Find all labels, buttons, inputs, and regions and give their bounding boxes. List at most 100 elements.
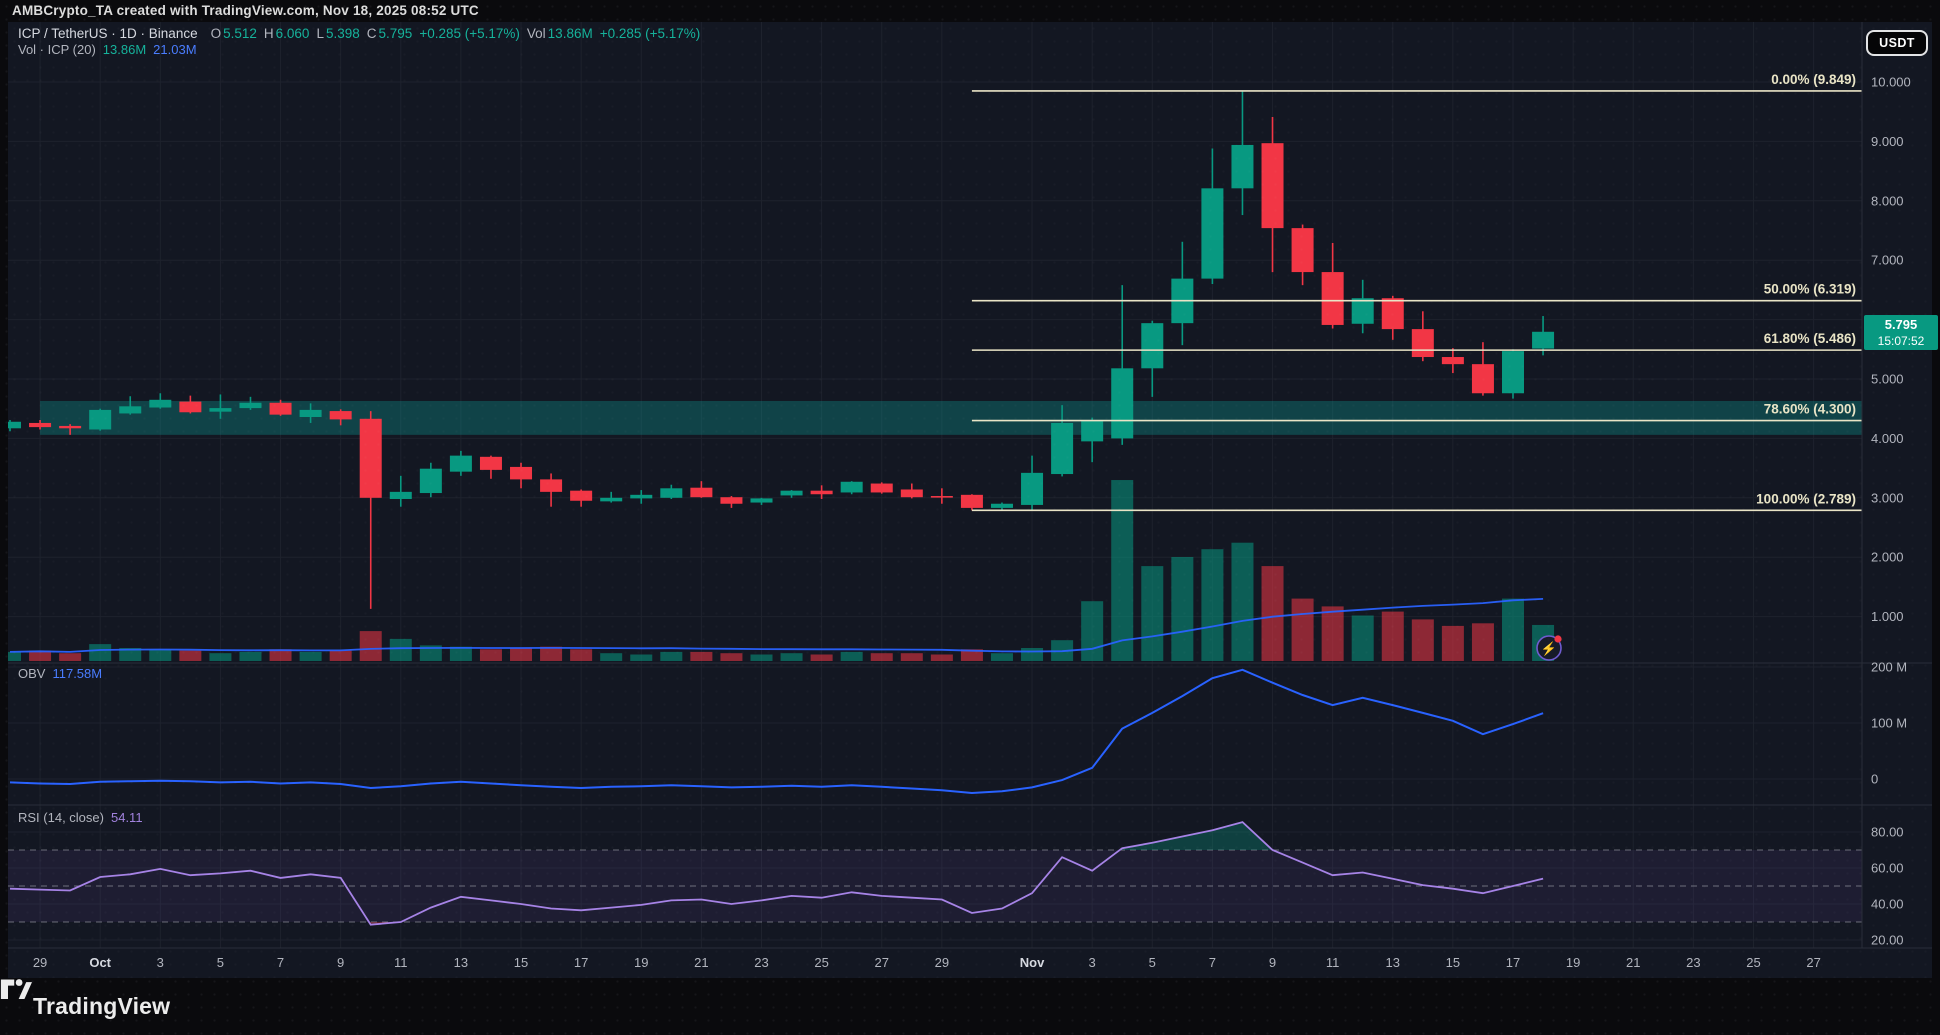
high-label: H — [263, 26, 274, 41]
candle — [1021, 472, 1044, 505]
svg-text:9: 9 — [1269, 955, 1276, 970]
svg-text:21: 21 — [694, 955, 708, 970]
volume-bar — [299, 651, 322, 661]
candle — [1201, 188, 1224, 279]
svg-text:27: 27 — [1806, 955, 1820, 970]
volume-bar — [1351, 615, 1374, 661]
candle — [840, 481, 863, 493]
volume-bar — [1441, 625, 1464, 661]
candle — [449, 455, 472, 472]
open-value: 5.512 — [223, 26, 257, 41]
volume-bar — [1381, 611, 1404, 661]
candle — [1261, 143, 1284, 229]
svg-text:29: 29 — [33, 955, 47, 970]
candle — [930, 496, 953, 498]
open-label: O — [210, 26, 222, 41]
rsi-legend[interactable]: RSI (14, close) 54.11 — [18, 810, 143, 825]
svg-text:61.80% (5.486): 61.80% (5.486) — [1764, 331, 1856, 346]
supply-zone — [40, 400, 1862, 435]
volume-bar — [1201, 549, 1224, 661]
svg-text:23: 23 — [1686, 955, 1700, 970]
obv-title: OBV — [18, 666, 46, 681]
svg-text:7.000: 7.000 — [1871, 253, 1904, 268]
svg-text:11: 11 — [1326, 955, 1340, 970]
candle — [1321, 272, 1344, 325]
rsi-overbought-fill — [1119, 822, 1273, 850]
svg-text:25: 25 — [1746, 955, 1760, 970]
high-value: 6.060 — [275, 26, 310, 41]
tradingview-logo-icon — [0, 979, 32, 999]
close-label: C — [366, 26, 377, 41]
volume-bar — [540, 646, 563, 661]
candle — [1231, 144, 1254, 189]
volume-bar — [780, 653, 803, 661]
svg-text:20.00: 20.00 — [1871, 933, 1904, 948]
low-value: 5.398 — [325, 26, 360, 41]
volume-label: Vol — [526, 26, 546, 41]
volume-change: +0.285 (+5.17%) — [599, 26, 701, 41]
volume-bar — [1021, 648, 1044, 661]
svg-text:3: 3 — [1089, 955, 1096, 970]
candle — [29, 422, 52, 428]
volume-bars — [8, 480, 1555, 661]
volume-bar — [389, 638, 412, 661]
svg-text:9.000: 9.000 — [1871, 134, 1904, 149]
volume-bar — [239, 651, 262, 661]
svg-text:5: 5 — [217, 955, 224, 970]
rsi-title: RSI (14, close) — [18, 810, 104, 825]
svg-text:23: 23 — [754, 955, 768, 970]
volume-bar — [179, 650, 202, 661]
candle — [690, 487, 713, 498]
svg-text:3.000: 3.000 — [1871, 490, 1904, 505]
volume-bar — [419, 645, 442, 661]
svg-text:7: 7 — [277, 955, 284, 970]
candle — [630, 494, 653, 499]
volume-bar — [750, 654, 773, 661]
svg-text:15: 15 — [1446, 955, 1460, 970]
volume-bar — [449, 646, 472, 661]
svg-text:13: 13 — [1386, 955, 1400, 970]
svg-text:25: 25 — [814, 955, 828, 970]
candle — [179, 401, 202, 413]
candle — [990, 503, 1013, 508]
candle — [359, 418, 382, 498]
candle — [209, 408, 232, 412]
svg-text:40.00: 40.00 — [1871, 897, 1904, 912]
volume-bar — [960, 649, 983, 661]
boost-lightning-icon[interactable]: ⚡ — [1536, 635, 1562, 661]
svg-text:78.60% (4.300): 78.60% (4.300) — [1764, 402, 1856, 417]
candle — [89, 409, 112, 430]
candle — [149, 399, 172, 408]
tradingview-logo[interactable]: TradingView — [0, 979, 170, 1020]
volume-ma-line — [9, 598, 1544, 653]
volume-bar — [1081, 601, 1104, 661]
svg-text:19: 19 — [634, 955, 648, 970]
svg-text:3: 3 — [157, 955, 164, 970]
pane-separators — [8, 22, 1932, 949]
chart-area: 0.00% (9.849) 50.00% (6.319) 61.80% (5.486… — [8, 22, 1932, 978]
watermark-attribution: AMBCrypto_TA created with TradingView.co… — [12, 3, 479, 18]
svg-text:Nov: Nov — [1020, 955, 1045, 970]
fib-retracement: 0.00% (9.849) 50.00% (6.319) 61.80% (5.486… — [971, 72, 1862, 512]
currency-toggle-usdt[interactable]: USDT — [1866, 30, 1928, 56]
candle — [1532, 331, 1555, 349]
volume-bar — [329, 650, 352, 661]
candle — [960, 494, 983, 508]
chart-canvas[interactable]: 0.00% (9.849) 50.00% (6.319) 61.80% (5.486… — [8, 22, 1932, 978]
svg-text:⚡: ⚡ — [1541, 641, 1557, 657]
svg-text:Oct: Oct — [89, 955, 111, 970]
candle — [1291, 228, 1314, 273]
candle — [1471, 364, 1494, 394]
volume-bar — [1141, 566, 1164, 661]
volume-bar — [1291, 598, 1314, 661]
svg-text:5.000: 5.000 — [1871, 372, 1904, 387]
svg-text:1.000: 1.000 — [1871, 609, 1904, 624]
obv-legend[interactable]: OBV 117.58M — [18, 666, 102, 681]
symbol-legend[interactable]: ICP / TetherUS · 1D · Binance O 5.512 H … — [18, 26, 700, 41]
candle — [1111, 368, 1134, 439]
volume-ma-legend[interactable]: Vol · ICP (20) 13.86M 21.03M — [18, 42, 197, 57]
volume-bar — [930, 654, 953, 661]
candle — [479, 456, 502, 470]
svg-text:100 M: 100 M — [1871, 716, 1907, 731]
candle — [239, 402, 262, 409]
